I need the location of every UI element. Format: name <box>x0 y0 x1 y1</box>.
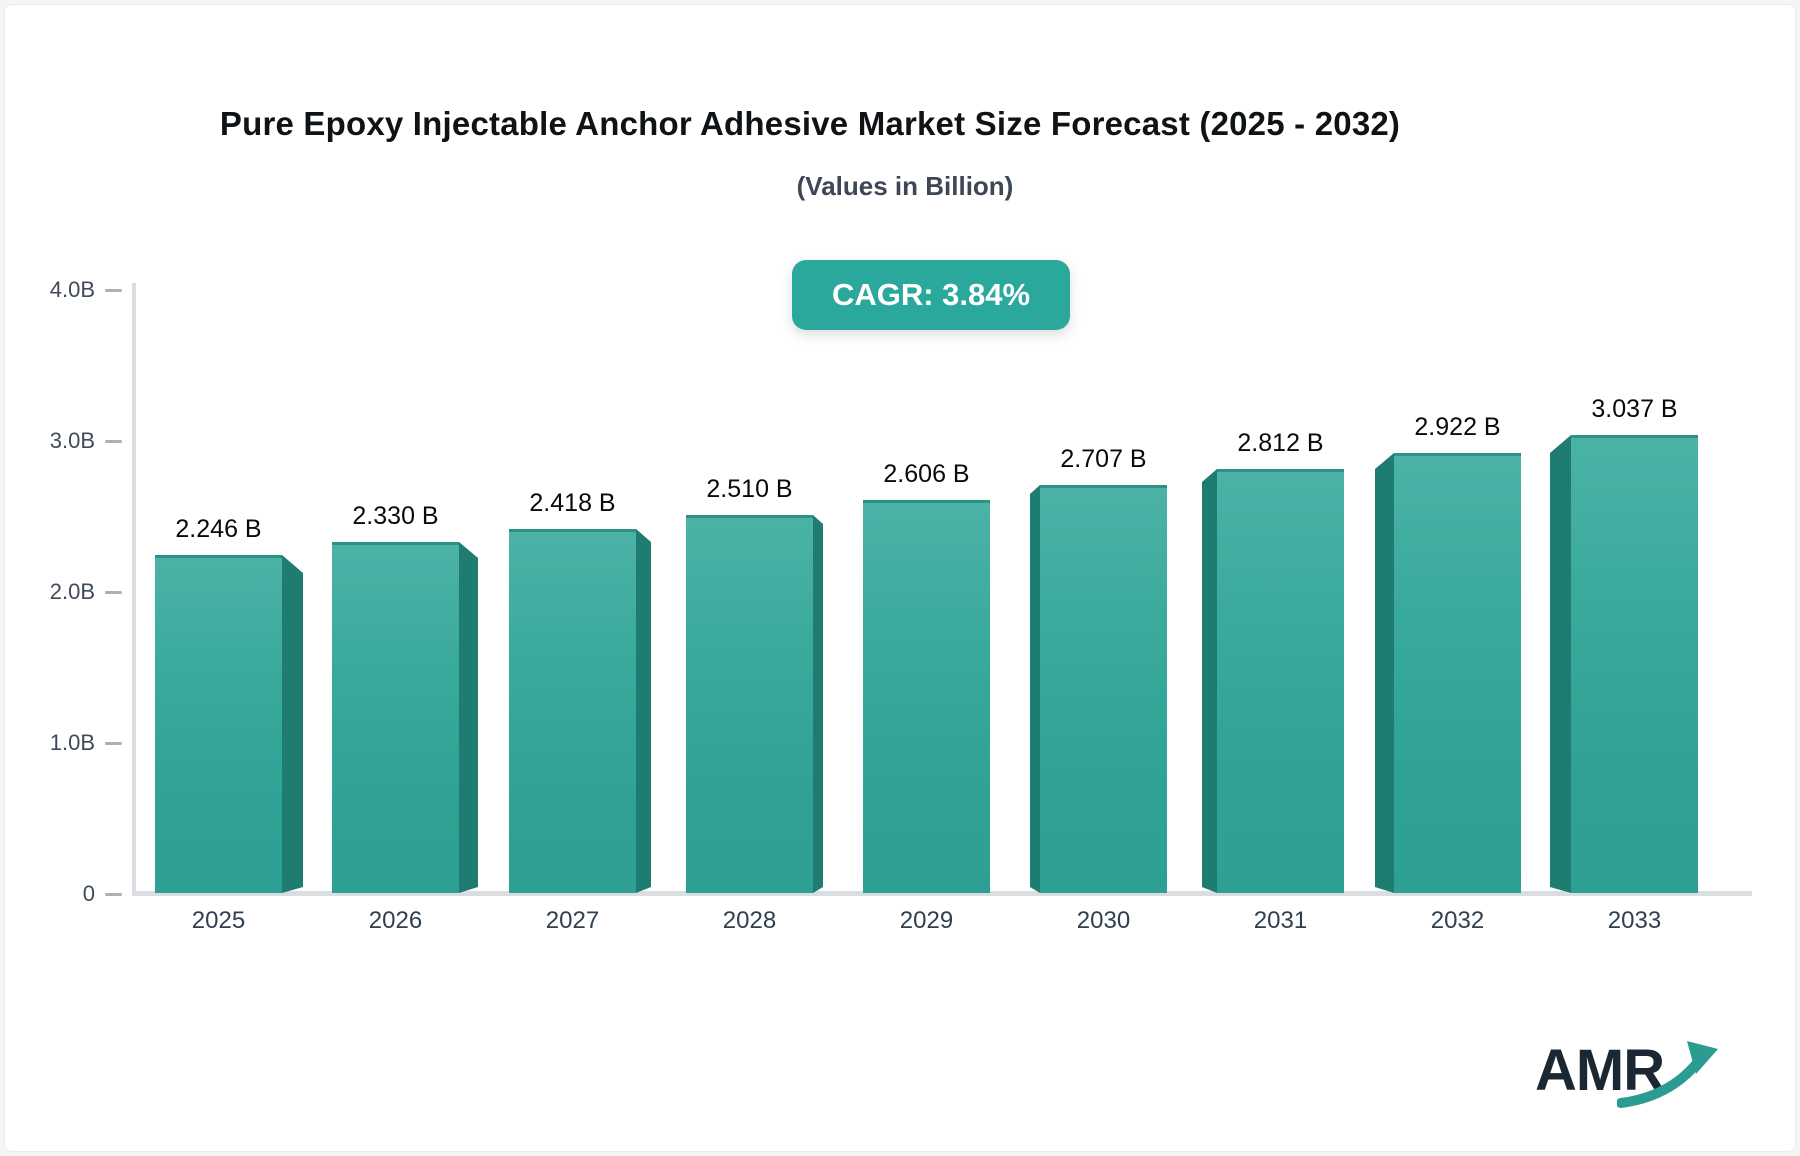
bar-2031 <box>1217 469 1344 893</box>
bar-2028 <box>686 515 813 893</box>
bar-value-label: 2.606 B <box>883 460 970 488</box>
cagr-badge: CAGR: 3.84% <box>792 260 1070 330</box>
bar-2032 <box>1394 453 1521 893</box>
logo-text: AMR <box>1535 1038 1665 1103</box>
y-tick-dash <box>105 289 122 292</box>
x-axis-label-2031: 2031 <box>1253 907 1308 934</box>
bar-value-label: 2.812 B <box>1237 429 1324 457</box>
x-axis-line <box>132 891 1752 896</box>
bar-value-label: 3.037 B <box>1591 395 1678 423</box>
chart-title: Pure Epoxy Injectable Anchor Adhesive Ma… <box>219 105 1401 142</box>
y-tick-label: 1.0B <box>49 730 95 755</box>
chart-subtitle: (Values in Billion) <box>796 171 1014 201</box>
x-axis-label-2032: 2032 <box>1430 907 1485 934</box>
x-axis-label-2027: 2027 <box>545 907 600 934</box>
bar-2027 <box>509 529 636 893</box>
x-axis-label-2026: 2026 <box>368 907 423 934</box>
bar-side-3d <box>459 542 478 893</box>
x-axis-label-2033: 2033 <box>1607 907 1662 934</box>
bar-value-label: 2.922 B <box>1414 413 1501 441</box>
bar-value-label: 2.707 B <box>1060 445 1147 473</box>
bar-value-label: 2.418 B <box>529 489 616 517</box>
y-tick-label: 4.0B <box>49 277 95 302</box>
bar-2033 <box>1571 435 1698 893</box>
bar-value-label: 2.246 B <box>175 515 262 543</box>
x-axis-label-2030: 2030 <box>1076 907 1131 934</box>
logo-arrow-icon <box>1617 1041 1718 1108</box>
bar-value-label: 2.510 B <box>706 475 793 503</box>
bar-side-3d <box>1030 485 1040 893</box>
amr-logo: AMR <box>1535 1037 1725 1112</box>
bar-2029 <box>863 500 990 893</box>
bar-side-3d <box>1202 469 1217 893</box>
y-tick-dash <box>105 742 122 745</box>
y-tick-dash <box>105 591 122 594</box>
y-tick-dash <box>105 440 122 443</box>
bar-value-label: 2.330 B <box>352 502 439 530</box>
y-tick-label: 0 <box>82 881 95 906</box>
x-axis-label-2028: 2028 <box>722 907 777 934</box>
bar-side-3d <box>282 555 303 893</box>
y-tick-label: 3.0B <box>49 428 95 453</box>
x-axis-label-2029: 2029 <box>899 907 954 934</box>
bar-2025 <box>155 555 282 893</box>
bar-2026 <box>332 542 459 893</box>
x-axis-label-2025: 2025 <box>191 907 246 934</box>
y-tick-dash <box>105 893 122 896</box>
chart-card: Pure Epoxy Injectable Anchor Adhesive Ma… <box>4 4 1796 1152</box>
bar-side-3d <box>813 515 823 893</box>
y-tick-label: 2.0B <box>49 579 95 604</box>
bar-side-3d <box>636 529 651 893</box>
bar-2030 <box>1040 485 1167 893</box>
y-axis-line <box>132 283 136 896</box>
bar-side-3d <box>1550 435 1571 893</box>
bar-side-3d <box>1375 453 1394 893</box>
